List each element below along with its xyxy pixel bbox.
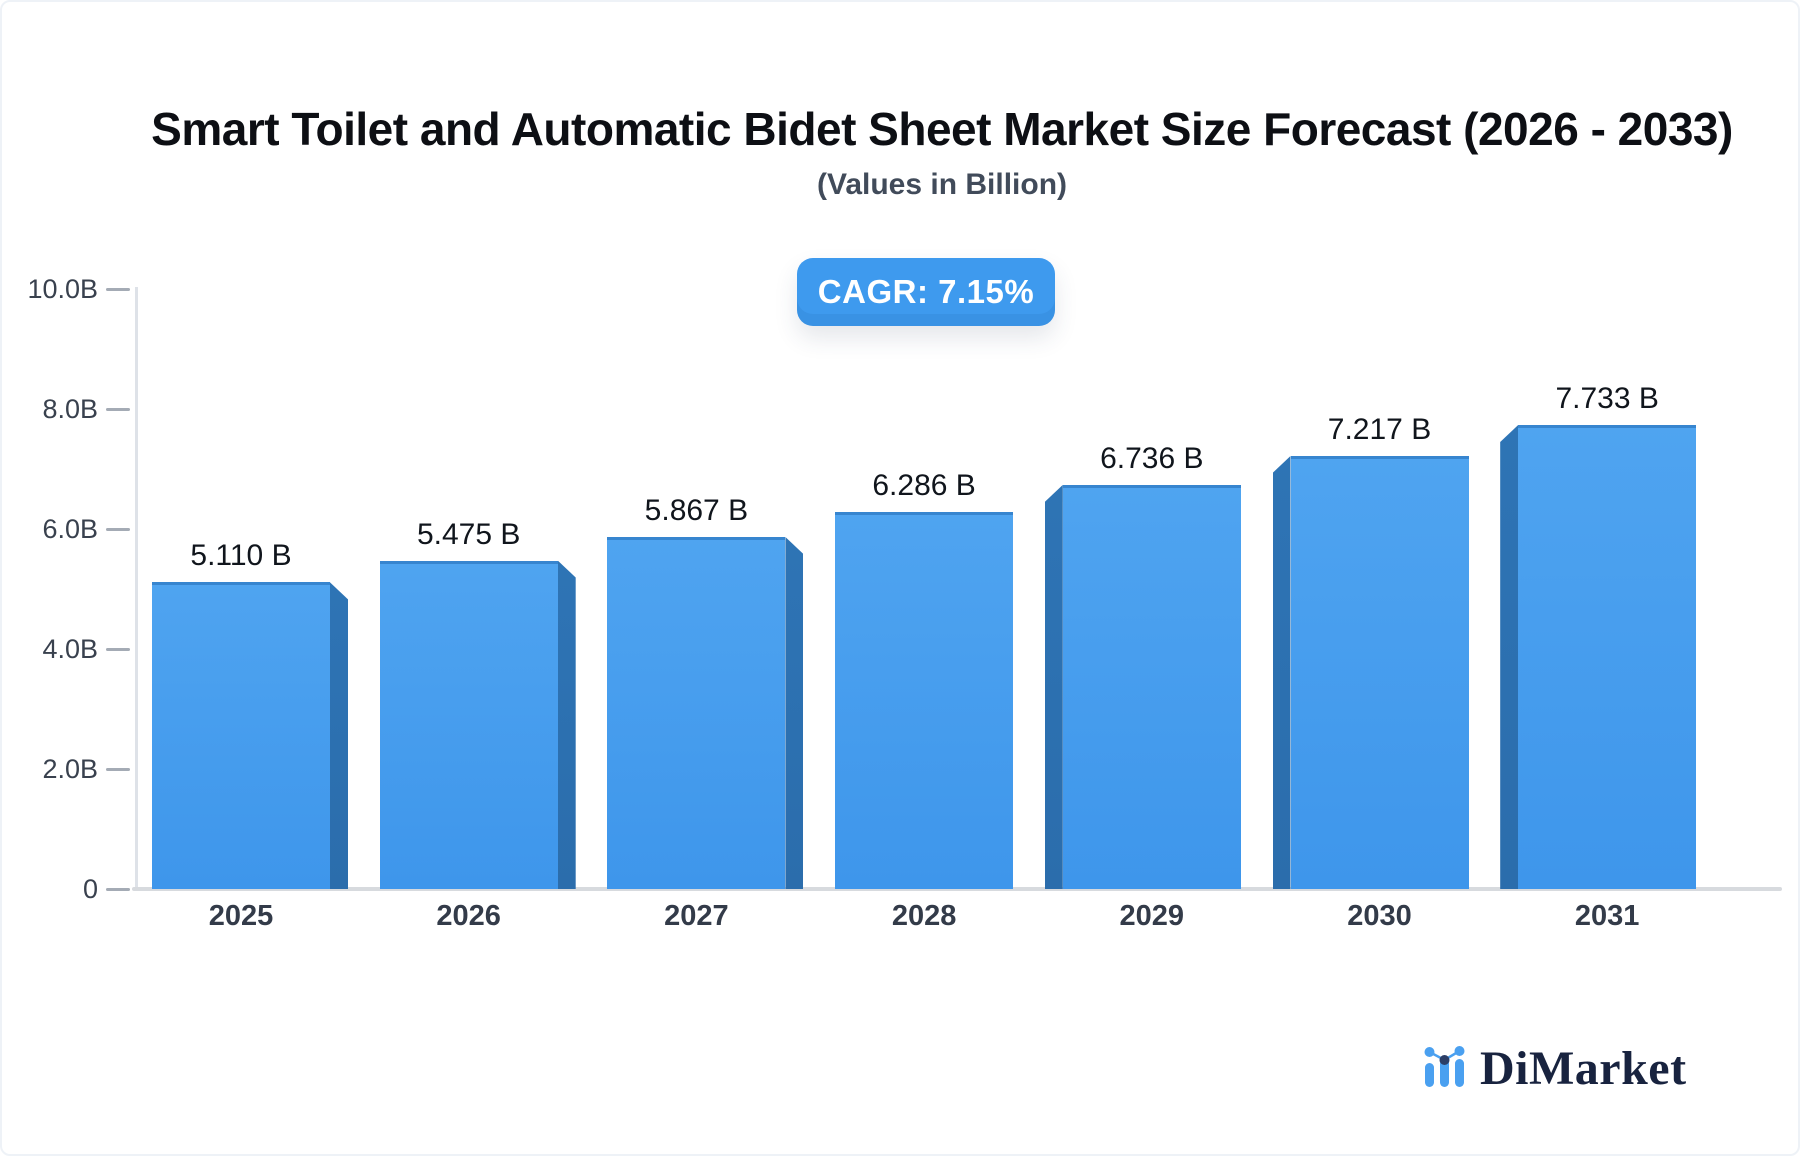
- bar-side-face: [1044, 484, 1063, 889]
- x-axis-label: 2028: [891, 900, 957, 932]
- y-axis-tick-mark: [106, 408, 130, 411]
- bar-side-face: [557, 560, 576, 889]
- bar-side-face: [1500, 425, 1519, 889]
- x-axis-label: 2027: [664, 900, 729, 932]
- bar-side-face: [1272, 455, 1291, 889]
- y-axis-tick-mark: [106, 288, 130, 291]
- cagr-badge-label: CAGR: 7.15%: [817, 273, 1035, 310]
- y-axis-tick-label: 6.0B: [42, 514, 98, 544]
- bar-2031: [1518, 425, 1697, 889]
- bar-2026: [379, 560, 558, 889]
- y-axis-tick-label: 4.0B: [42, 634, 98, 664]
- y-axis-line: [135, 287, 138, 889]
- brand-name: DiMarket: [1480, 1041, 1687, 1095]
- y-axis-tick-mark: [106, 888, 130, 891]
- bar-value-label: 7.733 B: [1555, 382, 1659, 416]
- chart-subtitle: (Values in Billion): [816, 168, 1068, 201]
- y-axis-tick-mark: [106, 648, 130, 651]
- bar-chart-logo-icon: [1424, 1046, 1465, 1087]
- x-axis-label: 2025: [208, 900, 274, 932]
- x-axis-label: 2031: [1574, 900, 1640, 932]
- x-axis-baseline: [132, 887, 1782, 891]
- y-axis-tick-label: 8.0B: [42, 394, 98, 424]
- chart-title: Smart Toilet and Automatic Bidet Sheet M…: [151, 103, 1733, 155]
- bar-2027: [607, 536, 786, 889]
- x-axis-label: 2029: [1119, 900, 1185, 932]
- bar-value-label: 6.736 B: [1100, 441, 1204, 475]
- bar-value-label: 5.867 B: [644, 493, 749, 527]
- bar-value-label: 5.475 B: [416, 517, 521, 551]
- bar-value-label: 5.110 B: [190, 539, 292, 573]
- bar-2030: [1290, 455, 1469, 889]
- bar-value-label: 6.286 B: [872, 468, 976, 502]
- bar-2029: [1062, 484, 1241, 889]
- y-axis-tick-label: 2.0B: [42, 754, 98, 784]
- bar-2025: [152, 582, 330, 889]
- y-axis-tick-mark: [106, 768, 130, 771]
- x-axis-label: 2026: [436, 900, 501, 932]
- x-axis-label: 2030: [1347, 900, 1412, 932]
- cagr-badge: CAGR: 7.15%: [797, 258, 1055, 326]
- y-axis-tick-label: 10.0B: [27, 274, 98, 304]
- y-axis-tick-mark: [106, 528, 130, 531]
- bar-2028: [835, 511, 1014, 889]
- y-axis-tick-label: 0: [82, 874, 98, 904]
- bar-side-face: [330, 582, 348, 889]
- bar-value-label: 7.217 B: [1327, 412, 1432, 446]
- brand-logo: DiMarket: [1422, 1040, 1687, 1096]
- bar-side-face: [785, 536, 804, 889]
